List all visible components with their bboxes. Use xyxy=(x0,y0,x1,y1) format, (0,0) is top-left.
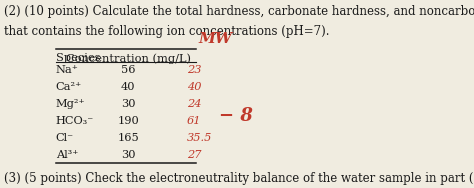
Text: HCO₃⁻: HCO₃⁻ xyxy=(56,116,94,126)
Text: 61: 61 xyxy=(187,116,201,126)
Text: 30: 30 xyxy=(121,150,136,160)
Text: MW: MW xyxy=(198,32,232,46)
Text: Na⁺: Na⁺ xyxy=(56,65,79,75)
Text: 190: 190 xyxy=(117,116,139,126)
Text: that contains the following ion concentrations (pH=7).: that contains the following ion concentr… xyxy=(4,24,329,38)
Text: 165: 165 xyxy=(117,133,139,143)
Text: (3) (5 points) Check the electroneutrality balance of the water sample in part (: (3) (5 points) Check the electroneutrali… xyxy=(4,172,474,185)
Text: 56: 56 xyxy=(121,65,136,75)
Text: Ca²⁺: Ca²⁺ xyxy=(56,82,82,92)
Text: Al³⁺: Al³⁺ xyxy=(56,150,78,160)
Text: 24: 24 xyxy=(187,99,201,109)
Text: Species: Species xyxy=(56,53,100,63)
Text: 35.5: 35.5 xyxy=(187,133,212,143)
Text: Cl⁻: Cl⁻ xyxy=(56,133,74,143)
Text: 40: 40 xyxy=(187,82,201,92)
Text: Concentration (mg/L): Concentration (mg/L) xyxy=(66,53,191,64)
Text: 27: 27 xyxy=(187,150,201,160)
Text: 40: 40 xyxy=(121,82,136,92)
Text: (2) (10 points) Calculate the total hardness, carbonate hardness, and noncarbona: (2) (10 points) Calculate the total hard… xyxy=(4,5,474,18)
Text: 30: 30 xyxy=(121,99,136,109)
Text: 23: 23 xyxy=(187,65,201,75)
Text: − 8: − 8 xyxy=(219,107,253,125)
Text: Mg²⁺: Mg²⁺ xyxy=(56,99,85,109)
